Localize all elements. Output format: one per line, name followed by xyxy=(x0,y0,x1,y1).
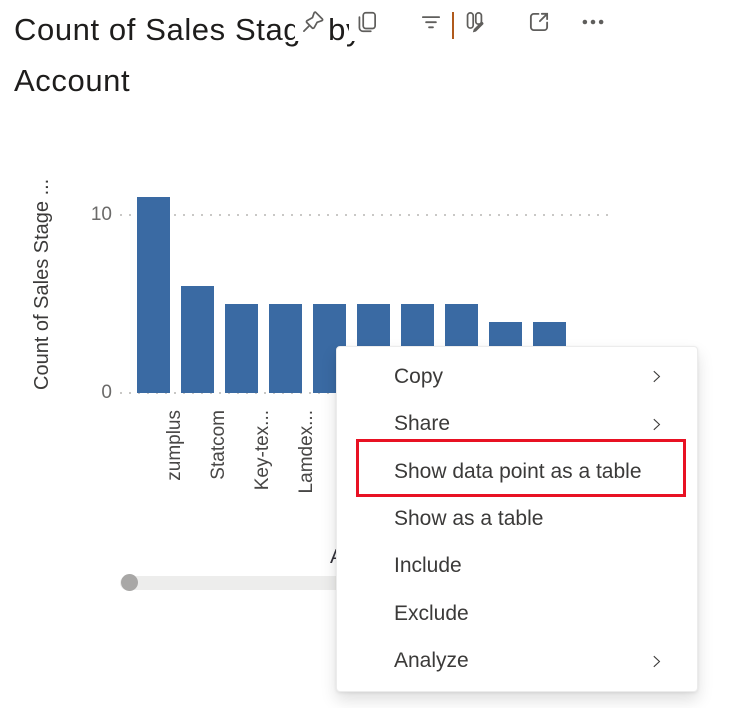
menu-item-label: Analyze xyxy=(394,649,469,673)
copy-icon xyxy=(354,9,380,38)
gridline-y-10 xyxy=(120,214,608,216)
bar-zumplus[interactable] xyxy=(137,197,170,393)
menu-item-label: Include xyxy=(394,554,462,578)
x-axis-zoom-slider-handle[interactable] xyxy=(121,574,138,591)
focus-mode-button[interactable] xyxy=(521,5,556,41)
personalize-visual-icon xyxy=(463,9,489,38)
menu-item-label: Show as a table xyxy=(394,506,544,530)
pin-button[interactable] xyxy=(295,5,330,41)
menu-item-label: Show data point as a table xyxy=(394,459,642,483)
personalize-visual-button[interactable] xyxy=(458,5,493,41)
x-axis-label-lamdex-: Lamdex... xyxy=(295,410,317,494)
y-axis-title: Count of Sales Stage ... xyxy=(31,178,53,390)
more-options-button[interactable] xyxy=(575,5,610,41)
menu-item-copy[interactable]: Copy xyxy=(337,353,697,400)
bar-Lamdex...[interactable] xyxy=(269,304,302,393)
context-menu: Copy Share Show data point as a table Show … xyxy=(336,346,698,692)
menu-item-label: Share xyxy=(394,412,451,436)
pin-icon xyxy=(300,9,326,38)
menu-item-label: Exclude xyxy=(394,601,469,625)
chevron-right-icon xyxy=(648,367,665,386)
filter-icon xyxy=(418,9,444,38)
menu-item-show-data-point-as-a-table[interactable]: Show data point as a table xyxy=(337,448,697,495)
bar-Statcom[interactable] xyxy=(181,286,214,393)
y-axis-tick-0: 0 xyxy=(101,382,112,403)
copy-button[interactable] xyxy=(349,5,384,41)
menu-item-show-as-a-table[interactable]: Show as a table xyxy=(337,495,697,542)
x-axis-label-statcom: Statcom xyxy=(207,410,229,480)
menu-item-share[interactable]: Share xyxy=(337,400,697,447)
chevron-right-icon xyxy=(648,415,665,434)
focus-mode-icon xyxy=(526,9,552,38)
y-axis-tick-10: 10 xyxy=(90,204,112,225)
x-axis-label-zumplus: zumplus xyxy=(163,410,185,481)
toolbar-divider xyxy=(452,12,454,39)
visual-title: Count of Sales Stage by Account xyxy=(14,12,363,98)
menu-item-exclude[interactable]: Exclude xyxy=(337,590,697,637)
more-options-icon xyxy=(580,9,606,38)
menu-item-analyze[interactable]: Analyze xyxy=(337,638,697,685)
chevron-right-icon xyxy=(648,652,665,671)
filter-button[interactable] xyxy=(413,5,448,41)
bar-Key-tex...[interactable] xyxy=(225,304,258,393)
x-axis-label-key-tex-: Key-tex... xyxy=(251,410,273,491)
menu-item-include[interactable]: Include xyxy=(337,543,697,590)
menu-item-label: Copy xyxy=(394,364,444,388)
